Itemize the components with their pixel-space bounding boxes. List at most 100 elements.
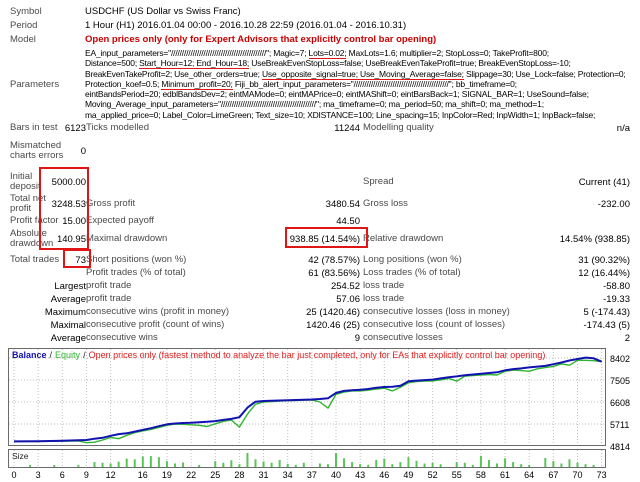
stat-cell: Maximum (10, 306, 86, 319)
stat-value: 44.50 (336, 216, 360, 228)
stat-value: 11244 (334, 123, 360, 135)
balance-line (13, 356, 603, 443)
stat-label: Gross profit (86, 197, 136, 209)
stat-label: consecutive losses (loss in money) (363, 306, 510, 318)
stat-label: consecutive wins (profit in money) (86, 306, 230, 318)
stat-row: Total trades 73 Short positions (won %) 42 … (10, 254, 640, 267)
x-axis-tick: 43 (355, 470, 366, 481)
stat-cell: Maximal (10, 319, 86, 332)
stat-value: 3480.54 (325, 198, 360, 210)
highlight-box-total-trades (63, 249, 91, 268)
y-axis-tick: 4814 (610, 441, 631, 452)
stat-value: 0 (80, 145, 86, 157)
stat-cell: profit trade 254.52 (86, 280, 360, 293)
stat-row: Absolute drawdown 140.95 Maximal drawdown 9… (10, 228, 640, 250)
stat-label: loss trade (363, 280, 405, 292)
stat-label: consecutive wins (86, 332, 158, 344)
stat-row: Total net profit 3248.53 Gross profit 3480.… (10, 193, 640, 215)
legend-note: Open prices only (fastest method to anal… (88, 350, 546, 361)
stat-label: consecutive loss (count of losses) (363, 319, 506, 331)
x-axis-tick: 40 (330, 470, 341, 481)
period-value: 1 Hour (H1) 2016.01.04 00:00 - 2016.10.2… (85, 19, 407, 31)
stat-label: consecutive profit (count of wins) (86, 319, 225, 331)
stat-label: Ticks modelled (86, 122, 150, 134)
stat-value: 15.00 (62, 216, 86, 228)
x-axis-tick: 61 (500, 470, 511, 481)
stat-value: 5000.00 (51, 176, 86, 188)
legend-separator: / (83, 350, 86, 361)
x-axis-tick: 64 (524, 470, 535, 481)
stat-value: 938.85 (14.54%) (289, 233, 360, 245)
x-axis-tick: 70 (572, 470, 583, 481)
stat-row: Average consecutive wins 9 consecutive loss… (10, 332, 640, 345)
stat-cell: Ticks modelled 11244 (86, 122, 360, 135)
symbol-row: Symbol USDCHF (US Dollar vs Swiss Franc) (10, 4, 640, 18)
x-axis-tick: 28 (234, 470, 245, 481)
stat-label: Absolute drawdown (10, 227, 54, 250)
y-axis-tick: 6608 (610, 397, 631, 408)
stat-cell: Average (10, 293, 86, 306)
parameter-text: Fiji_bb_alert_input_parameters="////////… (232, 78, 517, 89)
parameter-line: EA_input_parameters="///////////////////… (85, 48, 630, 59)
period-row: Period 1 Hour (H1) 2016.01.04 00:00 - 20… (10, 18, 640, 32)
parameter-text: EA_input_parameters="///////////////////… (85, 48, 309, 58)
chart-svg (9, 349, 605, 446)
size-svg (13, 450, 603, 468)
model-value: Open prices only (only for Expert Adviso… (85, 33, 437, 45)
stat-cell: Total net profit 3248.53 (10, 193, 86, 215)
parameter-text: Protection_koef=0.5; (85, 78, 162, 89)
stat-value: 73 (75, 255, 86, 267)
stat-label: Long positions (won %) (363, 254, 462, 266)
x-axis-tick: 3 (35, 470, 41, 481)
chart-y-axis: 8402 7505 6608 5711 4814 (610, 348, 638, 452)
stat-value: 5 (-174.43) (583, 307, 630, 319)
stat-label: Expected payoff (86, 215, 154, 227)
stat-value: 57.06 (336, 294, 360, 306)
size-panel: Size (8, 449, 606, 469)
stat-label: Total trades (10, 254, 60, 266)
parameter-text: ma_applied_price=0; Label_Color=LimeGree… (85, 109, 596, 120)
stat-value: 42 (78.57%) (308, 255, 360, 267)
x-axis-tick: 52 (427, 470, 438, 481)
stat-label: Profit factor (10, 215, 59, 227)
stat-cell: Initial deposit 5000.00 (10, 171, 86, 193)
stat-value: 254.52 (330, 281, 360, 293)
stat-cell: Gross profit 3480.54 (86, 193, 360, 215)
model-row: Model Open prices only (only for Expert … (10, 32, 640, 46)
chart-x-axis: 0 3 6 9 12 16 19 22 25 28 31 34 37 40 43 46 49 52 55 58 61 64… (8, 469, 640, 482)
stat-cell: consecutive losses 2 (360, 332, 630, 345)
stat-value: Current (41) (578, 176, 630, 188)
parameter-text: Slippage=30; Use_Lock=false; Protection=… (463, 68, 626, 79)
stat-value: 31 (90.32%) (578, 255, 630, 267)
stat-cell: Long positions (won %) 31 (90.32%) (360, 254, 630, 267)
size-panel-label: Size (12, 451, 29, 462)
stat-value: Maximum (44, 307, 86, 319)
x-axis-tick: 16 (137, 470, 148, 481)
stat-cell: consecutive losses (loss in money) 5 (-17… (360, 306, 630, 319)
parameters-row: Parameters EA_input_parameters="////////… (10, 48, 640, 120)
parameter-line: eintBandsPeriod=20; edblBandsDev=2; eint… (85, 89, 630, 99)
stat-cell (86, 171, 360, 193)
x-axis-tick: 6 (59, 470, 65, 481)
x-axis-tick: 55 (451, 470, 462, 481)
highlighted-parameter: Start_Hour=12; End_Hour=18; (139, 58, 250, 70)
y-axis-tick: 5711 (610, 419, 630, 430)
stat-label: Mismatched charts errors (10, 139, 64, 162)
x-axis-tick: 37 (306, 470, 317, 481)
stat-cell: consecutive wins (profit in money) 25 (14… (86, 306, 360, 319)
period-label: Period (10, 19, 38, 31)
stat-value: 3248.53 (51, 198, 86, 210)
highlight-box-left-values (39, 167, 89, 250)
x-axis-tick: 19 (161, 470, 172, 481)
stat-cell: consecutive wins 9 (86, 332, 360, 345)
stat-value: -232.00 (597, 198, 630, 210)
parameter-line: Distance=500; Start_Hour=12; End_Hour=18… (85, 58, 630, 70)
parameter-line: ma_applied_price=0; Label_Color=LimeGree… (85, 110, 630, 120)
parameter-text: eintBandsPeriod=20; edblBandsDev=2; eint… (85, 89, 589, 100)
parameters-label: Parameters (10, 78, 60, 90)
stat-cell: Bars in test 6123 (10, 122, 86, 135)
stat-cell (86, 135, 360, 167)
chart-gridlines (9, 349, 605, 446)
x-axis-tick: 67 (548, 470, 559, 481)
x-axis-tick: 58 (475, 470, 486, 481)
